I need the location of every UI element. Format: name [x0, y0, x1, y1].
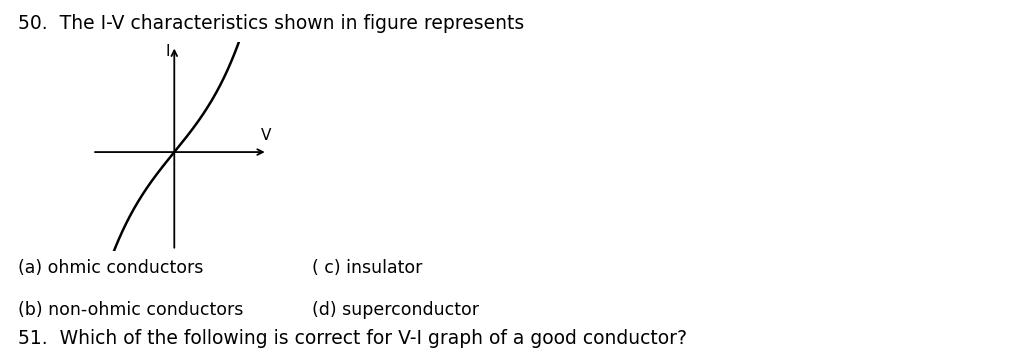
Text: 51.  Which of the following is correct for V-I graph of a good conductor?: 51. Which of the following is correct fo…: [18, 329, 687, 348]
Text: (d) superconductor: (d) superconductor: [312, 301, 479, 319]
Text: (a) ohmic conductors: (a) ohmic conductors: [18, 259, 204, 277]
Text: ( c) insulator: ( c) insulator: [312, 259, 423, 277]
Text: 50.  The I-V characteristics shown in figure represents: 50. The I-V characteristics shown in fig…: [18, 14, 524, 33]
Text: (b) non-ohmic conductors: (b) non-ohmic conductors: [18, 301, 244, 319]
Text: V: V: [261, 128, 271, 143]
Text: I: I: [165, 44, 170, 59]
